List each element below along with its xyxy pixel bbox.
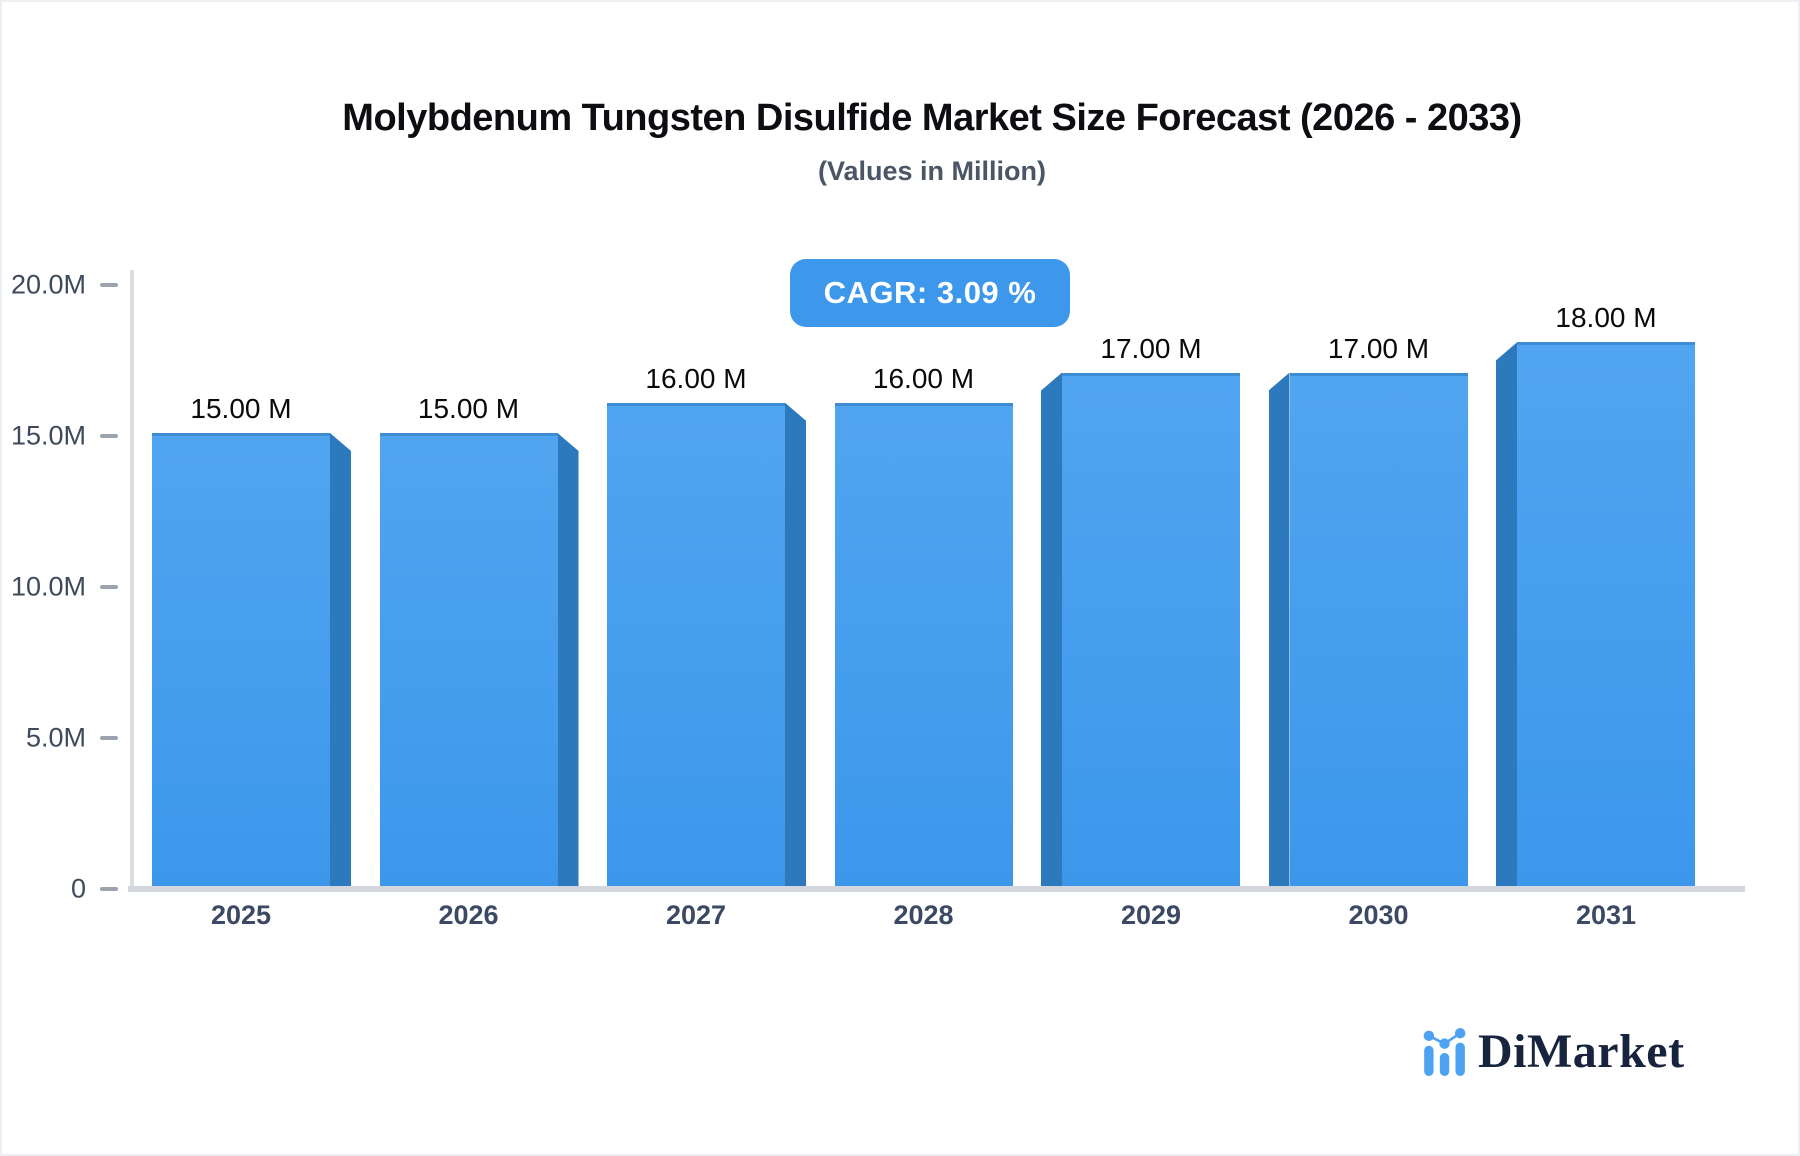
cagr-badge: CAGR: 3.09 % xyxy=(790,259,1070,327)
x-axis-label: 2026 xyxy=(438,900,499,930)
brand-logo-text: DiMarket xyxy=(1478,1025,1685,1078)
x-axis-label: 2029 xyxy=(1120,900,1182,930)
bar-value-label: 17.00 M xyxy=(1327,332,1430,364)
y-axis-tick-mark xyxy=(100,887,118,891)
bar-side-face xyxy=(1041,372,1062,886)
y-axis-tick-mark xyxy=(100,585,118,589)
bar-side-face xyxy=(330,433,351,886)
bar-face xyxy=(379,433,558,886)
bar-side-face xyxy=(1496,342,1517,886)
y-axis-tick-label: 15.0M xyxy=(10,420,86,451)
bar-side-face xyxy=(785,402,806,886)
bar-value-label: 16.00 M xyxy=(872,362,975,394)
bar-value-label: 16.00 M xyxy=(645,362,747,394)
bar-face xyxy=(607,402,785,886)
bar-value-label: 15.00 M xyxy=(417,393,520,424)
bar-value-label: 15.00 M xyxy=(190,393,292,424)
chart-subtitle: (Values in Million) xyxy=(817,156,1047,186)
bar-face xyxy=(1062,372,1240,886)
chart-title: Molybdenum Tungsten Disulfide Market Siz… xyxy=(342,97,1522,139)
x-axis-label: 2025 xyxy=(210,900,272,930)
y-axis-tick-label: 20.0M xyxy=(10,269,86,300)
bar-face xyxy=(834,402,1013,886)
y-axis-tick-mark xyxy=(100,283,118,287)
x-axis-label: 2027 xyxy=(665,900,727,930)
x-axis-label: 2030 xyxy=(1348,900,1409,930)
x-axis-label: 2028 xyxy=(893,900,954,930)
y-axis-tick-label: 5.0M xyxy=(25,722,86,753)
bar-line-chart-icon xyxy=(1423,1028,1466,1076)
brand-logo: DiMarket xyxy=(1420,1028,1685,1076)
x-axis-label: 2031 xyxy=(1575,900,1637,930)
chart-header: Molybdenum Tungsten Disulfide Market Siz… xyxy=(62,97,1798,187)
y-axis-tick-mark xyxy=(100,434,118,438)
bar-face xyxy=(152,433,330,886)
bar-face xyxy=(1289,372,1468,886)
bar-side-face xyxy=(1268,372,1290,886)
bar-value-label: 18.00 M xyxy=(1555,302,1657,334)
bar-side-face xyxy=(557,433,579,886)
y-axis-tick-label: 0 xyxy=(70,873,86,904)
bar-value-label: 17.00 M xyxy=(1100,332,1202,364)
y-axis-tick-mark xyxy=(100,736,118,740)
y-axis-line xyxy=(130,270,134,890)
cagr-badge-label: CAGR: 3.09 % xyxy=(823,275,1037,310)
y-axis-tick-label: 10.0M xyxy=(10,571,86,602)
bar-face xyxy=(1517,342,1695,886)
x-axis-line xyxy=(128,886,1745,892)
